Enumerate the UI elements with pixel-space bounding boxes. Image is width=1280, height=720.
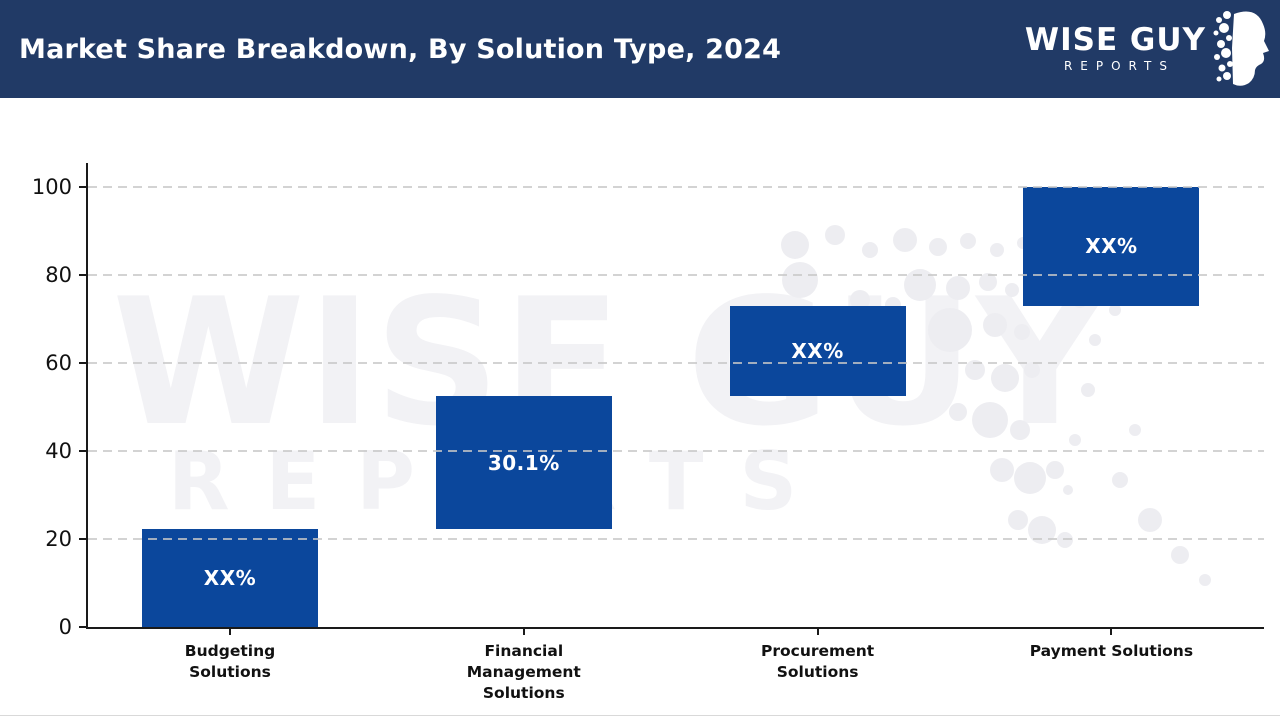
brand-logo-text: WISE GUY REPORTS [1024,22,1206,74]
x-tick-mark [229,627,231,635]
x-tick-label-line: Management [466,663,581,681]
y-tick-mark [79,538,88,540]
y-tick-mark [79,450,88,452]
bar-segment: XX% [142,528,318,627]
x-tick-mark [816,627,819,635]
x-tick-label-line: Solutions [776,663,859,681]
bar-segment: XX% [1023,187,1200,306]
x-tick-mark [522,627,525,635]
gridline-100 [88,186,1264,188]
x-tick-label-line: Payment Solutions [1029,642,1194,660]
bar-value-label: XX% [791,339,844,364]
gridline-40 [88,450,1264,452]
x-tick-label: Budgeting Solutions [110,641,350,683]
bar-segment: 30.1% [435,396,612,529]
x-tick-label: Procurement Solutions [698,641,938,683]
y-tick-label: 20 [45,527,72,551]
gridline-20 [88,538,1264,540]
y-tick-mark [79,186,88,188]
bar-value-label: 30.1% [487,450,560,475]
y-tick-label: 40 [45,439,72,463]
y-tick-label: 100 [31,175,72,199]
y-axis-line [86,163,88,629]
page-title: Market Share Breakdown, By Solution Type… [19,33,782,65]
x-axis-line [86,627,1264,629]
bar-value-label: XX% [203,565,257,590]
y-tick-mark [79,362,88,364]
gridline-60 [88,362,1264,364]
footer-divider [0,715,1280,716]
bar-segment: XX% [729,305,906,397]
y-tick-mark [79,274,88,276]
x-tick-label-line: Financial [484,642,564,660]
y-tick-label: 80 [45,263,72,287]
brand-subtitle: REPORTS [1063,59,1175,73]
x-tick-label-line: Solutions [189,663,271,681]
x-tick-label-line: Procurement [761,642,875,660]
x-tick-label: Payment Solutions [991,641,1231,662]
y-tick-label: 0 [58,615,72,639]
y-tick-label: 60 [45,351,72,375]
watermark-dotted-face [781,225,1211,586]
x-tick-label-line: Solutions [482,684,565,702]
x-tick-mark [1110,627,1113,635]
x-tick-label: Financial Management Solutions [404,641,644,704]
waterfall-chart: 0 20 40 60 80 100 XX% Budgeting Solutions 30.1% Fi… [0,98,1280,720]
brand-name: WISE GUY [1024,22,1206,58]
x-tick-label-line: Budgeting [184,642,276,660]
bar-value-label: XX% [1085,234,1138,259]
dotted-face-icon [1213,11,1269,86]
y-tick-mark [79,626,88,628]
header: Market Share Breakdown, By Solution Type… [0,0,1280,98]
brand-logo: WISE GUY REPORTS [1025,8,1270,90]
gridline-80 [88,274,1264,276]
